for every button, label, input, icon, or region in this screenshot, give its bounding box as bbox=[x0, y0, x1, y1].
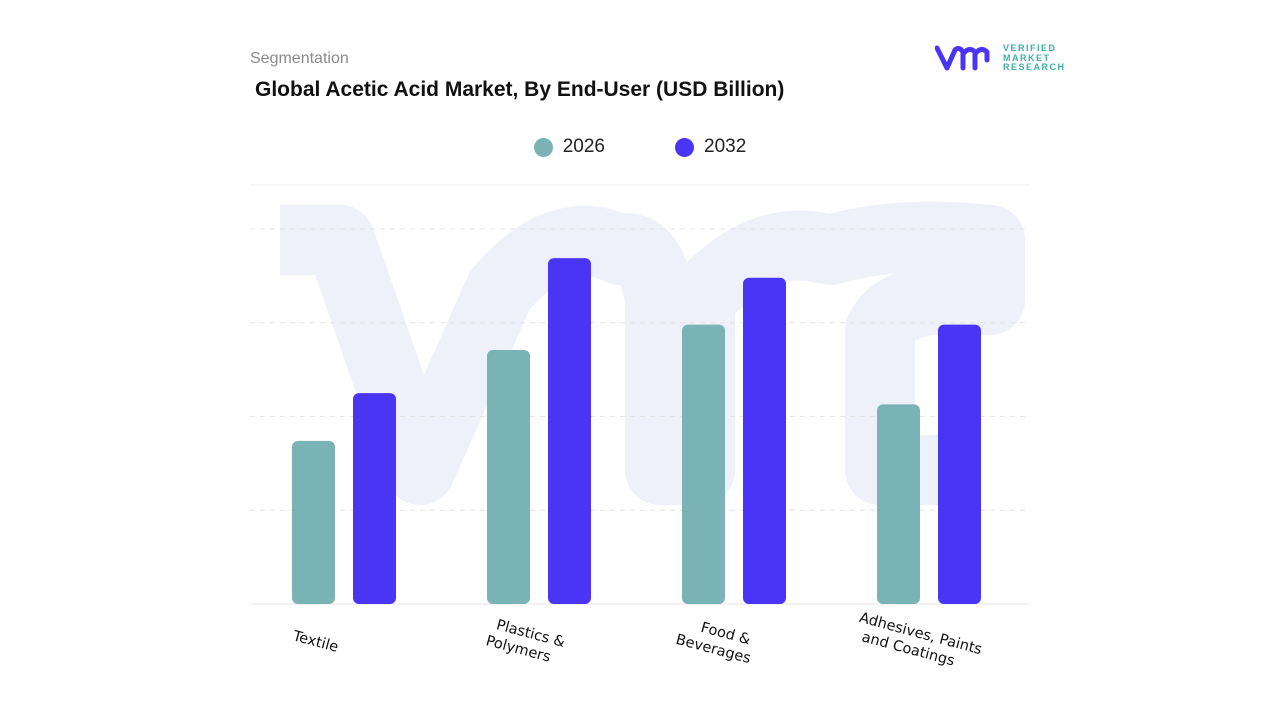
brand-logo: VERIFIED MARKET RESEARCH bbox=[935, 43, 1066, 73]
x-tick-label: Food &Beverages bbox=[674, 614, 757, 667]
legend-dot bbox=[533, 137, 553, 157]
bar-2026-3[interactable] bbox=[877, 404, 920, 604]
x-tick-label: Textile bbox=[290, 628, 340, 656]
x-tick-label-line: Textile bbox=[290, 628, 340, 656]
bar-2032-1[interactable] bbox=[548, 258, 591, 604]
bar-2026-1[interactable] bbox=[487, 349, 530, 604]
legend-dot bbox=[675, 137, 694, 157]
bar-2026-2[interactable] bbox=[682, 324, 725, 604]
legend: 2026 2032 bbox=[0, 136, 1280, 158]
bar-2032-2[interactable] bbox=[743, 277, 786, 604]
bar-2026-0[interactable] bbox=[292, 440, 335, 604]
legend-label: 2026 bbox=[562, 136, 605, 157]
x-tick-label: Adhesives, Paintsand Coatings bbox=[853, 610, 984, 676]
legend-item-2032[interactable]: 2032 bbox=[675, 136, 746, 158]
x-tick-label: Plastics &Polymers bbox=[484, 616, 567, 669]
brand-line: VERIFIED bbox=[1003, 43, 1057, 53]
bar-2032-3[interactable] bbox=[938, 324, 981, 604]
legend-label: 2032 bbox=[704, 136, 747, 157]
bar-2032-0[interactable] bbox=[353, 393, 396, 604]
segment-label: Segmentation bbox=[250, 50, 349, 67]
chart-title: Global Acetic Acid Market, By End-User (… bbox=[255, 78, 785, 101]
vmr-logo-icon bbox=[935, 45, 990, 71]
brand-line: MARKET bbox=[1003, 52, 1051, 63]
legend-item-2026[interactable]: 2026 bbox=[533, 136, 605, 158]
watermark-logo-icon bbox=[280, 201, 1025, 505]
brand-line: RESEARCH bbox=[1003, 62, 1066, 72]
